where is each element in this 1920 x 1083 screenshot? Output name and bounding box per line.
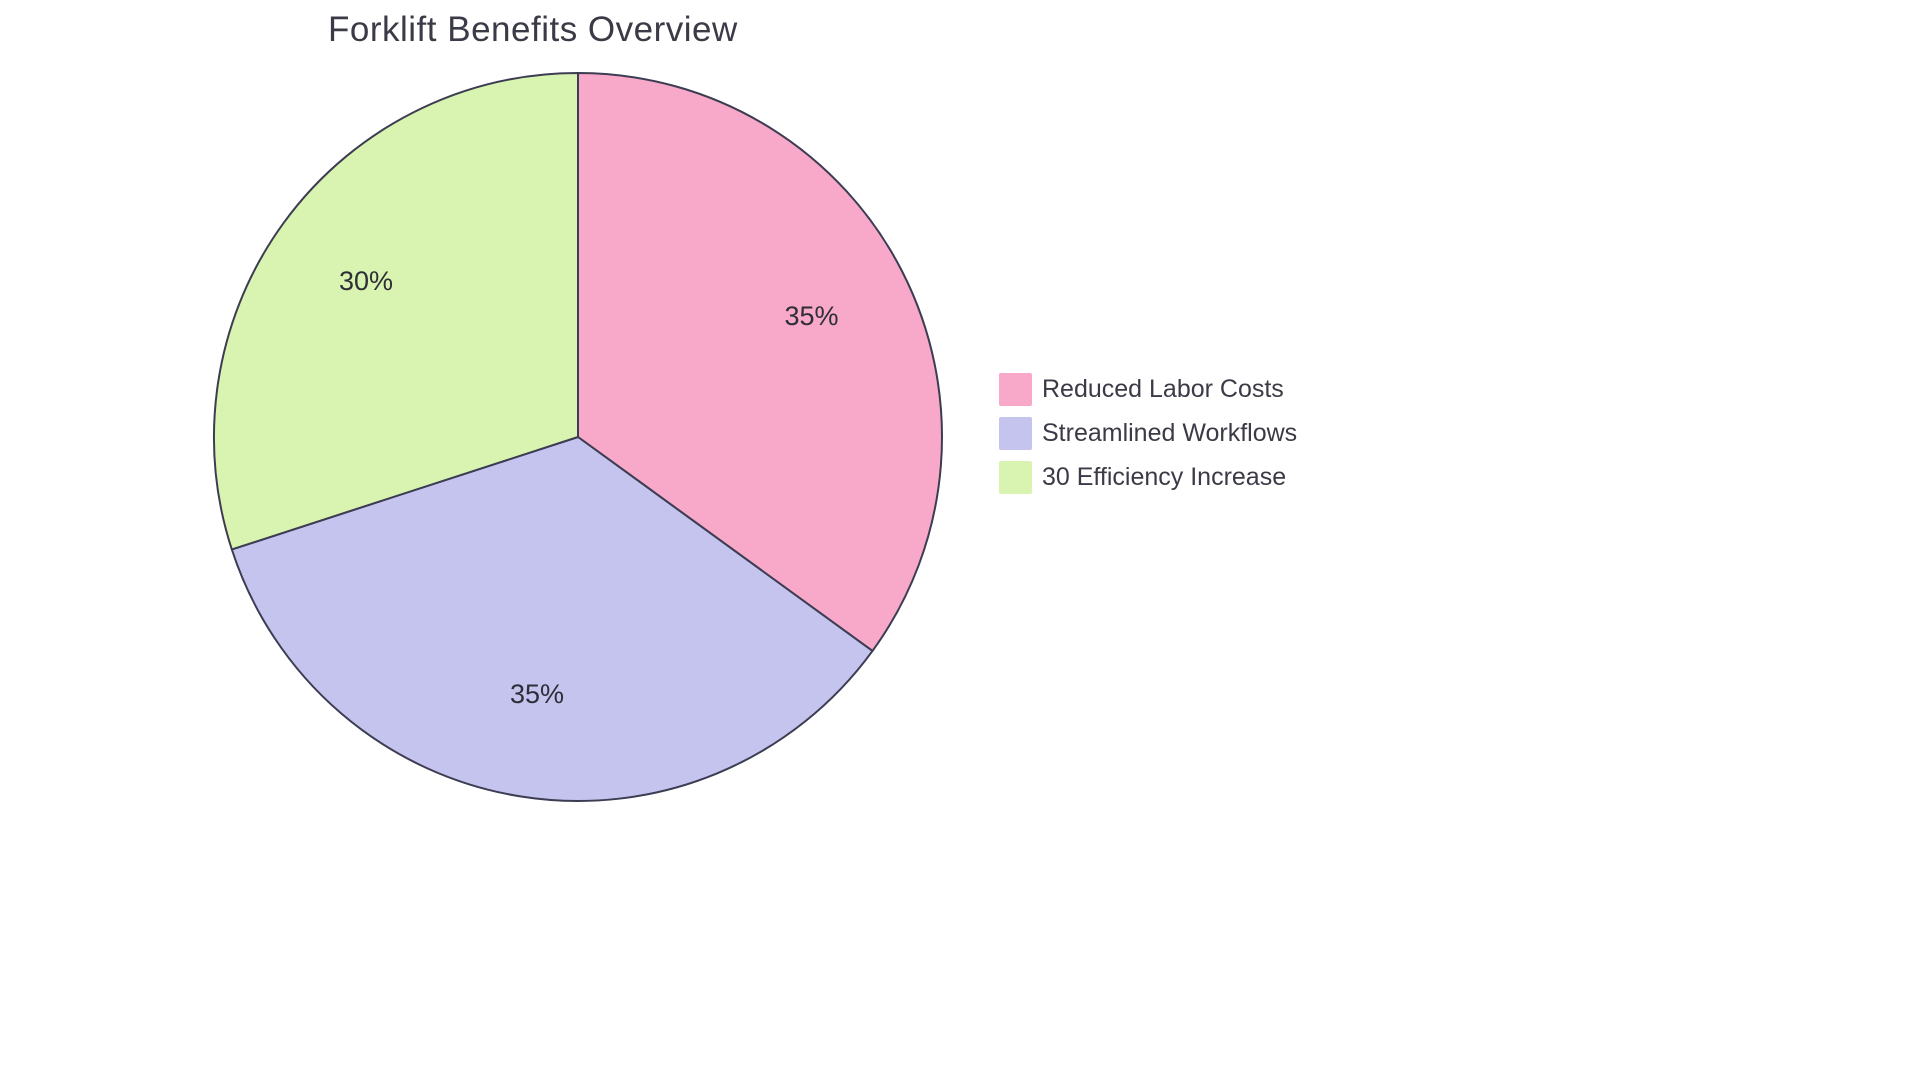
legend-label-streamlined-workflows: Streamlined Workflows	[1042, 418, 1298, 447]
legend: Reduced Labor Costs Streamlined Workflows…	[999, 372, 1297, 504]
pie-slice-label-30-efficiency-increase: 30%	[339, 266, 393, 296]
legend-label-30-efficiency-increase: 30 Efficiency Increase	[1042, 462, 1287, 491]
legend-swatch-streamlined-workflows	[999, 416, 1032, 450]
legend-label-reduced-labor-costs: Reduced Labor Costs	[1042, 374, 1284, 403]
legend-swatch-reduced-labor-costs	[999, 372, 1032, 406]
legend-item-30-efficiency-increase: 30 Efficiency Increase	[999, 460, 1297, 494]
pie-slice-label-reduced-labor-costs: 35%	[784, 301, 838, 331]
pie-slice-30-efficiency-increase	[213, 72, 579, 551]
pie-slice-label-streamlined-workflows: 35%	[510, 679, 564, 709]
chart-title: Forklift Benefits Overview	[328, 10, 738, 49]
legend-item-reduced-labor-costs: Reduced Labor Costs	[999, 372, 1297, 406]
pie-slice-streamlined-workflows	[230, 436, 874, 802]
legend-swatch-30-efficiency-increase	[999, 460, 1032, 494]
legend-item-streamlined-workflows: Streamlined Workflows	[999, 416, 1297, 450]
pie-slice-reduced-labor-costs	[577, 72, 943, 652]
